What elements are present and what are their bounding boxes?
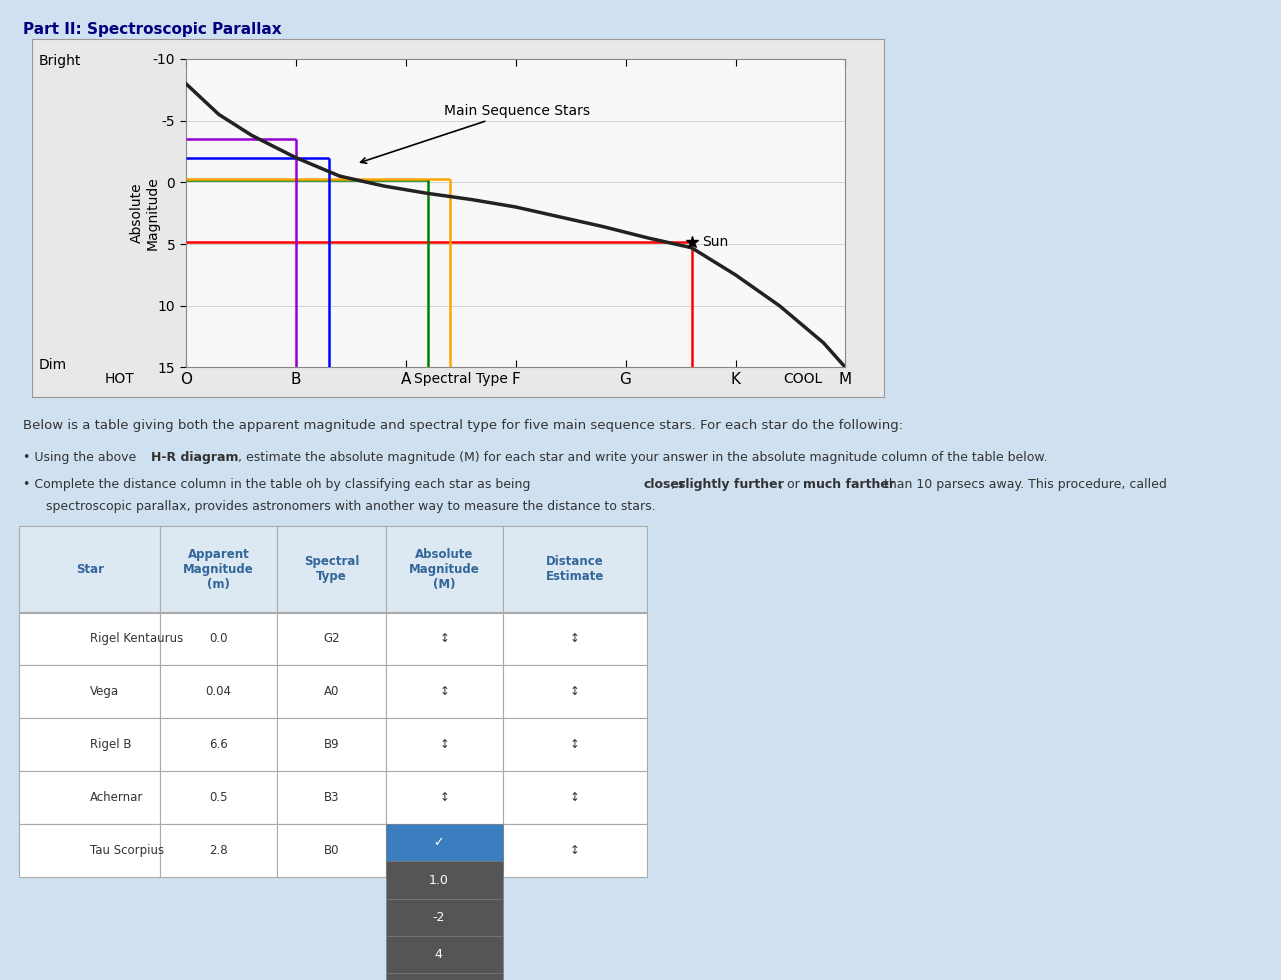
Bar <box>387 899 502 936</box>
Text: Rigel B: Rigel B <box>90 738 132 752</box>
Text: A0: A0 <box>324 685 339 699</box>
Bar <box>387 526 502 612</box>
Bar <box>19 718 160 771</box>
Bar <box>387 973 502 980</box>
Text: 2.8: 2.8 <box>209 844 228 858</box>
Text: Main Sequence Stars: Main Sequence Stars <box>360 104 591 164</box>
Bar <box>19 665 160 718</box>
Bar <box>160 771 277 824</box>
Bar <box>387 718 502 771</box>
Text: , or: , or <box>779 478 803 491</box>
Bar <box>19 824 160 877</box>
Text: ↕: ↕ <box>570 791 580 805</box>
Text: Distance
Estimate: Distance Estimate <box>546 556 603 583</box>
Text: much farther: much farther <box>803 478 895 491</box>
Text: Spectral
Type: Spectral Type <box>304 556 359 583</box>
Text: Dim: Dim <box>38 358 67 371</box>
Text: B0: B0 <box>324 844 339 858</box>
Text: Apparent
Magnitude
(m): Apparent Magnitude (m) <box>183 548 254 591</box>
Text: Part II: Spectroscopic Parallax: Part II: Spectroscopic Parallax <box>23 22 282 36</box>
Text: ↕: ↕ <box>439 738 450 752</box>
Text: ↕: ↕ <box>439 685 450 699</box>
Text: slightly further: slightly further <box>678 478 784 491</box>
Text: ↕: ↕ <box>570 738 580 752</box>
Bar <box>19 771 160 824</box>
Bar <box>387 665 502 718</box>
Text: Spectral Type: Spectral Type <box>414 372 509 386</box>
Text: 0.04: 0.04 <box>205 685 232 699</box>
Text: H-R diagram: H-R diagram <box>151 451 238 464</box>
Y-axis label: Absolute
Magnitude: Absolute Magnitude <box>129 176 160 250</box>
Text: • Using the above: • Using the above <box>23 451 141 464</box>
Text: HOT: HOT <box>104 372 135 386</box>
Text: Absolute
Magnitude
(M): Absolute Magnitude (M) <box>409 548 480 591</box>
Bar <box>19 526 160 612</box>
Text: spectroscopic parallax, provides astronomers with another way to measure the dis: spectroscopic parallax, provides astrono… <box>46 500 656 513</box>
Bar <box>277 771 387 824</box>
Bar <box>277 718 387 771</box>
Text: ↕: ↕ <box>570 685 580 699</box>
Bar <box>387 771 502 824</box>
Bar <box>277 526 387 612</box>
Text: Below is a table giving both the apparent magnitude and spectral type for five m: Below is a table giving both the apparen… <box>23 419 903 432</box>
Text: than 10 parsecs away. This procedure, called: than 10 parsecs away. This procedure, ca… <box>880 478 1167 491</box>
Bar <box>502 665 647 718</box>
Text: 0.5: 0.5 <box>209 791 228 805</box>
Text: ✓: ✓ <box>433 836 445 850</box>
Bar <box>277 612 387 665</box>
Text: Bright: Bright <box>38 54 81 68</box>
Text: B3: B3 <box>324 791 339 805</box>
Bar <box>160 665 277 718</box>
Text: closer: closer <box>643 478 685 491</box>
Text: Tau Scorpius: Tau Scorpius <box>90 844 164 858</box>
Text: 0.0: 0.0 <box>209 632 228 646</box>
Text: 4: 4 <box>434 948 443 961</box>
Bar <box>160 526 277 612</box>
Bar <box>387 936 502 973</box>
Bar <box>502 771 647 824</box>
Bar <box>502 612 647 665</box>
Bar <box>160 718 277 771</box>
Text: 6.6: 6.6 <box>209 738 228 752</box>
Text: Rigel Kentaurus: Rigel Kentaurus <box>90 632 183 646</box>
Bar <box>502 526 647 612</box>
Text: -2: -2 <box>433 910 445 924</box>
Text: ↕: ↕ <box>439 791 450 805</box>
Text: , estimate the absolute magnitude (M) for each star and write your answer in the: , estimate the absolute magnitude (M) fo… <box>238 451 1048 464</box>
Text: Achernar: Achernar <box>90 791 143 805</box>
Bar <box>277 665 387 718</box>
Bar <box>19 612 160 665</box>
Text: G2: G2 <box>323 632 339 646</box>
Text: 1.0: 1.0 <box>429 873 448 887</box>
Text: ↕: ↕ <box>570 844 580 858</box>
Bar <box>160 824 277 877</box>
Bar <box>387 861 502 899</box>
Bar <box>387 612 502 665</box>
Bar <box>387 824 502 861</box>
Text: ,: , <box>671 478 679 491</box>
Bar <box>277 824 387 877</box>
Text: Vega: Vega <box>90 685 119 699</box>
Text: Sun: Sun <box>702 235 729 250</box>
Text: • Complete the distance column in the table oh by classifying each star as being: • Complete the distance column in the ta… <box>23 478 534 491</box>
Text: Star: Star <box>76 563 104 576</box>
Text: ↕: ↕ <box>570 632 580 646</box>
Bar <box>387 824 502 877</box>
Text: ↕: ↕ <box>439 632 450 646</box>
Text: B9: B9 <box>324 738 339 752</box>
Bar <box>502 824 647 877</box>
Bar <box>502 718 647 771</box>
Bar <box>160 612 277 665</box>
Text: COOL: COOL <box>784 372 822 386</box>
